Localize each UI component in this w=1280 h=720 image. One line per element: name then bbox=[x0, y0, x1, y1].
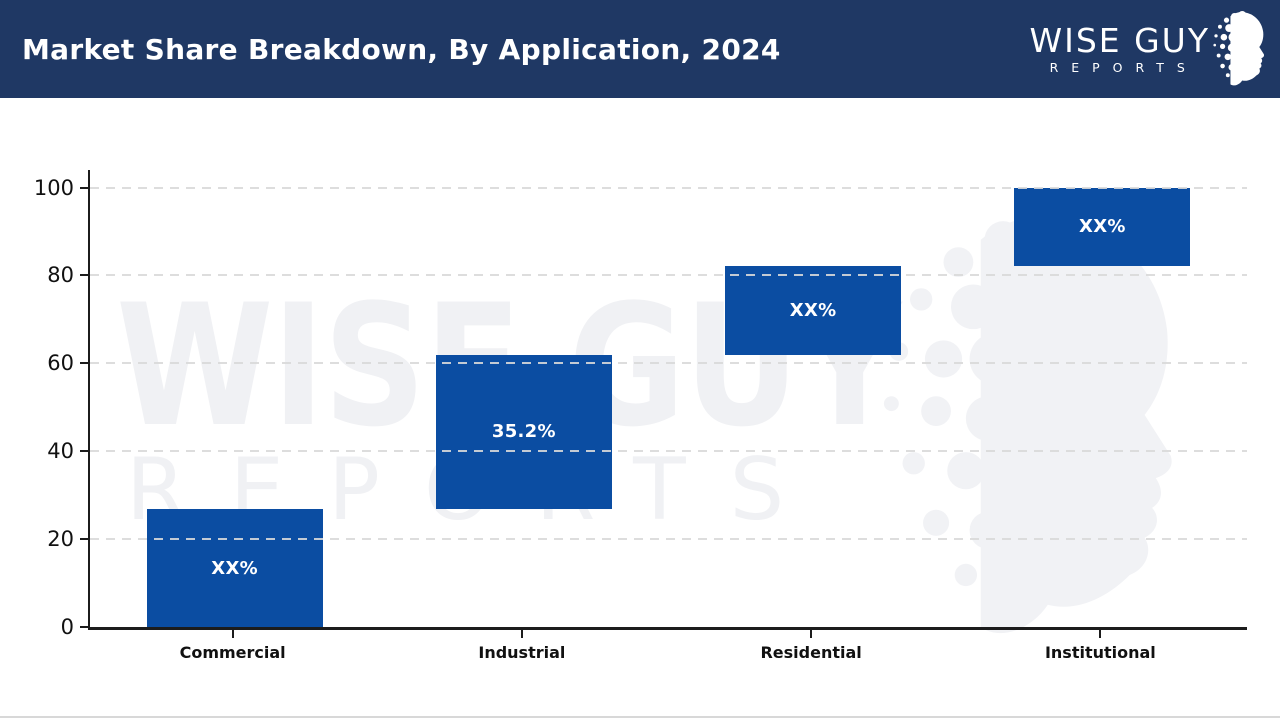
y-tick-label-80: 80 bbox=[47, 263, 74, 288]
x-category-label-residential: Residential bbox=[760, 643, 862, 662]
x-category-label-institutional: Institutional bbox=[1044, 643, 1156, 662]
bar-value-label-institutional: XX% bbox=[1079, 216, 1126, 238]
y-tick-20 bbox=[80, 538, 88, 541]
gridline-100 bbox=[90, 186, 1247, 189]
x-category-label-commercial: Commercial bbox=[179, 643, 286, 662]
wise-guy-logo: WISE GUY REPORTS bbox=[1029, 6, 1270, 92]
gridline-40 bbox=[90, 450, 1247, 453]
x-tick-residential bbox=[810, 630, 813, 638]
page-title: Market Share Breakdown, By Application, … bbox=[22, 32, 781, 66]
plot-area: XX% 35.2% XX% XX% bbox=[88, 170, 1247, 630]
y-tick-40 bbox=[80, 450, 88, 453]
gridline-20 bbox=[90, 538, 1247, 541]
bar-residential: XX% bbox=[725, 265, 902, 355]
bar-industrial: 35.2% bbox=[435, 354, 612, 510]
bar-institutional: XX% bbox=[1014, 187, 1191, 266]
logo-wordmark-line2: REPORTS bbox=[1049, 59, 1198, 75]
y-tick-label-60: 60 bbox=[47, 351, 74, 376]
gridline-80 bbox=[90, 274, 1247, 277]
bottom-divider bbox=[0, 716, 1280, 718]
x-tick-institutional bbox=[1099, 630, 1102, 638]
y-tick-label-0: 0 bbox=[60, 615, 74, 639]
bar-value-label-industrial: 35.2% bbox=[491, 421, 556, 443]
y-tick-60 bbox=[80, 362, 88, 365]
y-tick-0 bbox=[80, 626, 88, 628]
y-tick-label-20: 20 bbox=[47, 527, 74, 552]
y-tick-80 bbox=[80, 274, 88, 277]
x-category-label-industrial: Industrial bbox=[478, 643, 566, 662]
chart-area: WISE GUY REPORTS XX%35.2%XX%XX% 02040608… bbox=[0, 98, 1280, 720]
y-tick-100 bbox=[80, 186, 88, 189]
logo-face-icon bbox=[1204, 11, 1270, 87]
y-tick-label-100: 100 bbox=[33, 175, 74, 200]
bar-value-label-residential: XX% bbox=[789, 299, 837, 321]
y-tick-label-40: 40 bbox=[47, 439, 74, 464]
gridline-60 bbox=[90, 362, 1247, 365]
x-tick-industrial bbox=[520, 630, 523, 638]
logo-wordmark-line1: WISE GUY bbox=[1029, 21, 1210, 61]
x-tick-commercial bbox=[231, 630, 234, 638]
header: Market Share Breakdown, By Application, … bbox=[0, 0, 1280, 98]
bar-value-label-commercial: XX% bbox=[211, 557, 258, 579]
logo-wordmark: WISE GUY REPORTS bbox=[1029, 21, 1210, 75]
bar-commercial: XX% bbox=[146, 509, 323, 627]
